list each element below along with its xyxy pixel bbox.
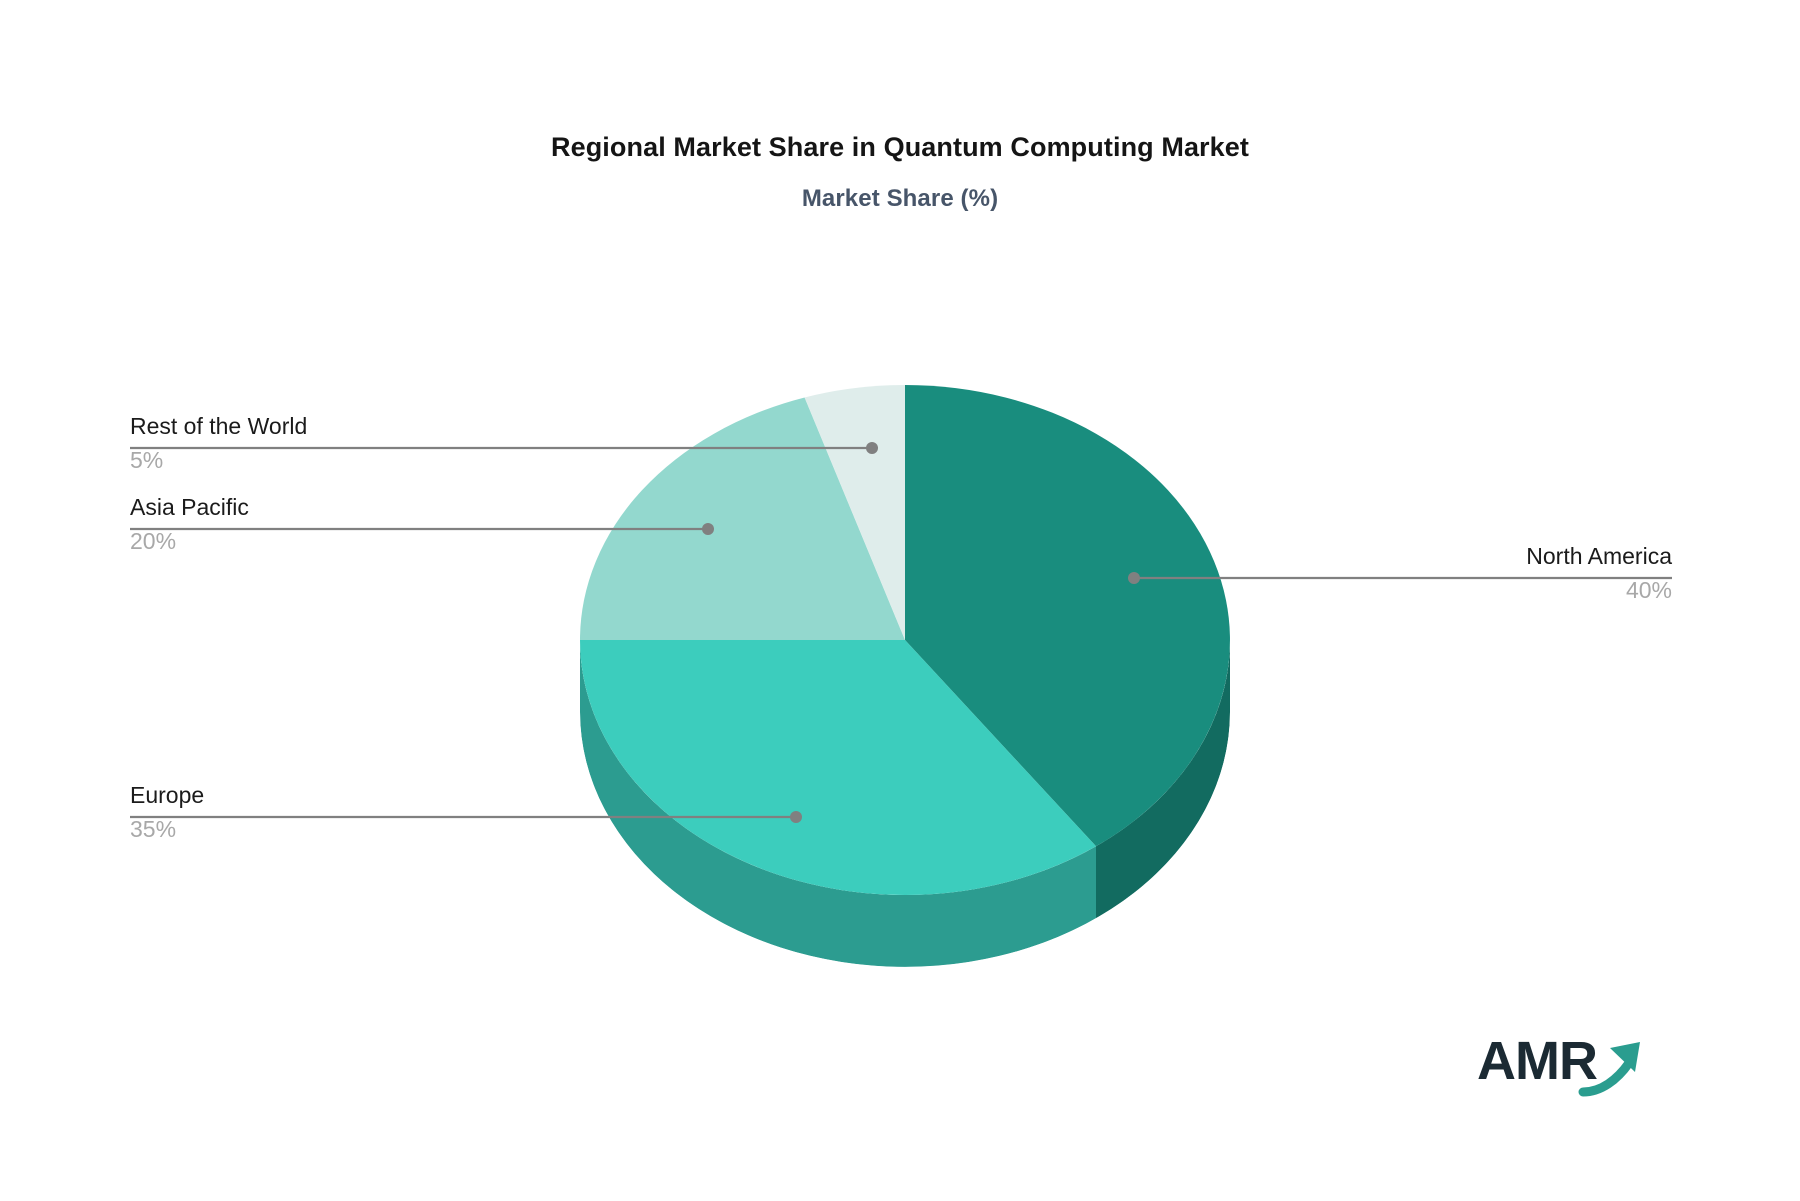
pie-side-north-america (1096, 640, 1230, 919)
pie-leader-lines (130, 446, 1672, 819)
callout-value-rest-of-the-world: 5% (130, 447, 164, 474)
callout-value-europe: 35% (130, 816, 177, 843)
chart-title: Regional Market Share in Quantum Computi… (551, 132, 1249, 162)
pie-leader-dots (702, 442, 1140, 823)
callout-value-asia-pacific: 20% (130, 528, 177, 555)
callout-europe: Europe 35% (130, 782, 205, 843)
pie-slice-europe[interactable] (580, 640, 1096, 895)
pie-slice-north-america[interactable] (905, 385, 1230, 847)
callout-label-europe: Europe (130, 782, 205, 808)
leader-dot-asia-pacific (702, 523, 714, 535)
pie-slice-asia-pacific[interactable] (580, 397, 905, 641)
callout-label-rest-of-the-world: Rest of the World (130, 413, 308, 439)
callout-label-north-america: North America (1526, 543, 1672, 569)
amr-logo: AMR (1477, 1030, 1662, 1100)
pie-3d-sides (580, 640, 1230, 967)
chart-subtitle: Market Share (%) (801, 185, 999, 212)
amr-wordmark: AMR (1477, 1031, 1598, 1091)
callout-label-asia-pacific: Asia Pacific (130, 494, 249, 520)
leader-dot-europe (790, 811, 802, 823)
callout-north-america: North America 40% (1526, 543, 1672, 604)
pie-slices (580, 385, 1230, 895)
callout-asia-pacific: Asia Pacific 20% (130, 494, 249, 555)
pie-side-europe (580, 640, 1096, 967)
callout-value-north-america: 40% (1625, 577, 1672, 604)
leader-dot-north-america (1128, 572, 1140, 584)
callout-rest-of-the-world: Rest of the World 5% (130, 413, 308, 474)
growth-arrow-icon (1578, 1042, 1640, 1097)
leader-dot-rest-of-the-world (866, 442, 878, 454)
